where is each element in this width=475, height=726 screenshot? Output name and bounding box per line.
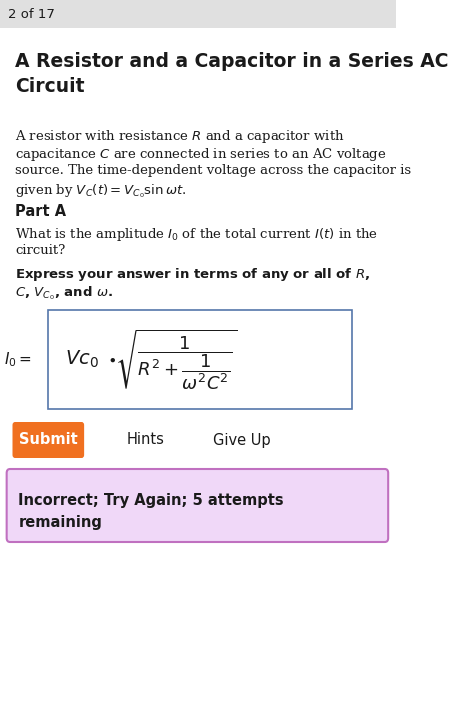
Text: 2 of 17: 2 of 17 [9,7,55,20]
Text: What is the amplitude $I_0$ of the total current $I(t)$ in the: What is the amplitude $I_0$ of the total… [15,226,378,243]
Text: A Resistor and a Capacitor in a Series AC
Circuit: A Resistor and a Capacitor in a Series A… [15,52,448,96]
FancyBboxPatch shape [7,469,388,542]
Text: Express your answer in terms of any or all of $R$,: Express your answer in terms of any or a… [15,266,370,283]
FancyBboxPatch shape [48,310,352,409]
Text: circuit?: circuit? [15,244,65,257]
Text: $Vc_0$: $Vc_0$ [65,349,99,370]
Text: remaining: remaining [19,515,102,530]
Text: source. The time-dependent voltage across the capacitor is: source. The time-dependent voltage acros… [15,164,411,177]
Text: Hints: Hints [127,433,165,447]
Text: given by $V_C(t) = V_{C_0}\sin\omega t$.: given by $V_C(t) = V_{C_0}\sin\omega t$. [15,182,186,200]
Text: $\sqrt{\dfrac{1}{R^2+\dfrac{1}{\omega^2 C^2}}}$: $\sqrt{\dfrac{1}{R^2+\dfrac{1}{\omega^2 … [115,327,237,392]
Text: capacitance $C$ are connected in series to an AC voltage: capacitance $C$ are connected in series … [15,146,387,163]
Text: Give Up: Give Up [213,433,270,447]
FancyBboxPatch shape [12,422,84,458]
Text: Submit: Submit [19,433,78,447]
Text: Incorrect; Try Again; 5 attempts: Incorrect; Try Again; 5 attempts [19,493,284,508]
Text: $C$, $V_{C_0}$, and $\omega$.: $C$, $V_{C_0}$, and $\omega$. [15,284,113,301]
Text: A resistor with resistance $R$ and a capacitor with: A resistor with resistance $R$ and a cap… [15,128,344,145]
Text: $\bullet$: $\bullet$ [106,352,115,367]
Text: $I_0 =$: $I_0 =$ [4,350,32,369]
Text: Part A: Part A [15,204,66,219]
FancyBboxPatch shape [0,0,396,28]
